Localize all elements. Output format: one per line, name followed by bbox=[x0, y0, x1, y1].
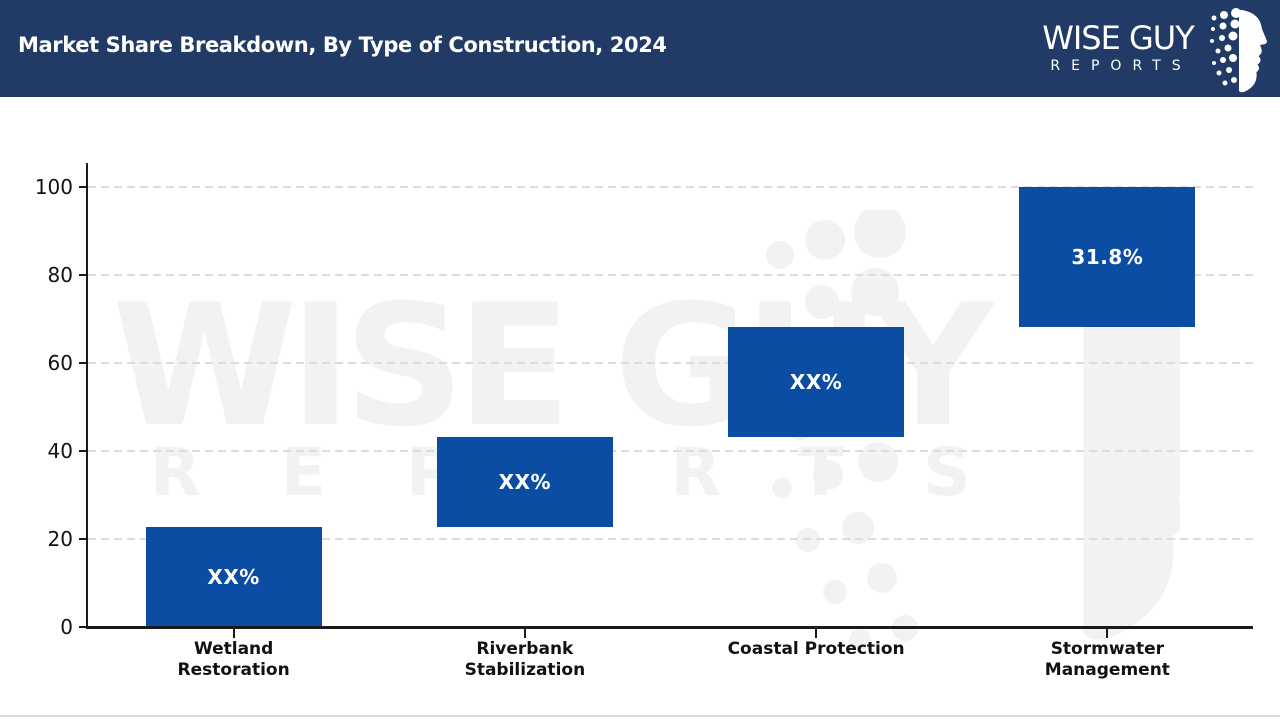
x-tick-label-1: Riverbank Stabilization bbox=[464, 639, 586, 680]
x-tick-label-2: Coastal Protection bbox=[727, 639, 905, 659]
y-tick-label-100: 100 bbox=[34, 175, 73, 199]
y-tick-mark-100 bbox=[79, 186, 88, 188]
x-tick-mark-2 bbox=[815, 629, 818, 638]
y-tick-mark-0 bbox=[79, 626, 88, 628]
x-axis-line bbox=[86, 626, 1253, 629]
y-tick-mark-80 bbox=[79, 274, 88, 276]
logo-subtitle: REPORTS bbox=[1050, 57, 1192, 74]
wiseguy-logo: WISE GUY REPORTS bbox=[1034, 6, 1270, 93]
y-axis-line bbox=[86, 163, 88, 629]
logo-face-icon bbox=[1210, 8, 1267, 93]
y-tick-label-20: 20 bbox=[47, 527, 73, 551]
logo-wordmark: WISE GUY bbox=[1042, 19, 1195, 57]
bottom-divider bbox=[0, 715, 1280, 717]
x-tick-label-0: Wetland Restoration bbox=[177, 639, 290, 680]
bar-wetland-restoration: XX% bbox=[145, 527, 322, 627]
y-tick-mark-20 bbox=[79, 538, 88, 540]
bar-value-label: XX% bbox=[789, 369, 843, 394]
y-tick-label-40: 40 bbox=[47, 439, 73, 463]
x-tick-mark-0 bbox=[232, 629, 235, 638]
gridline-60 bbox=[88, 362, 1253, 364]
gridline-20 bbox=[88, 538, 1253, 540]
x-tick-mark-1 bbox=[523, 629, 526, 638]
bar-value-label: 31.8% bbox=[1071, 244, 1144, 269]
gridline-100 bbox=[88, 186, 1253, 188]
y-tick-label-0: 0 bbox=[60, 615, 73, 639]
gridline-40 bbox=[88, 450, 1253, 452]
header-bar: Market Share Breakdown, By Type of Const… bbox=[0, 0, 1280, 97]
logo-text: WISE GUY REPORTS bbox=[1034, 19, 1202, 74]
bar-riverbank-stabilization: XX% bbox=[436, 436, 613, 528]
bar-stormwater-management: 31.8% bbox=[1019, 187, 1196, 327]
x-tick-mark-3 bbox=[1106, 629, 1109, 638]
y-tick-label-60: 60 bbox=[47, 351, 73, 375]
gridline-80 bbox=[88, 274, 1253, 276]
bar-coastal-protection: XX% bbox=[728, 326, 905, 437]
chart-title: Market Share Breakdown, By Type of Const… bbox=[18, 33, 667, 57]
y-tick-label-80: 80 bbox=[47, 263, 73, 287]
y-tick-mark-60 bbox=[79, 362, 88, 364]
x-tick-label-3: Stormwater Management bbox=[1044, 639, 1170, 680]
y-tick-mark-40 bbox=[79, 450, 88, 452]
bar-value-label: XX% bbox=[207, 565, 260, 590]
bar-value-label: XX% bbox=[498, 470, 552, 494]
